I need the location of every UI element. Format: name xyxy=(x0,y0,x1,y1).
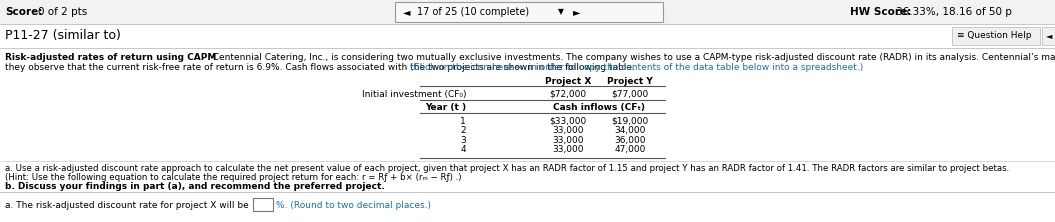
Text: 0 of 2 pts: 0 of 2 pts xyxy=(38,7,88,17)
Text: ▼: ▼ xyxy=(558,8,563,16)
FancyBboxPatch shape xyxy=(0,0,1055,24)
Text: 2: 2 xyxy=(460,126,466,135)
Text: Project X: Project X xyxy=(544,77,591,85)
Text: 4: 4 xyxy=(460,145,466,154)
Text: $33,000: $33,000 xyxy=(550,117,587,125)
Text: 3: 3 xyxy=(460,135,466,145)
FancyBboxPatch shape xyxy=(0,24,1055,48)
Text: $19,000: $19,000 xyxy=(612,117,649,125)
Text: 33,000: 33,000 xyxy=(552,126,583,135)
Text: Year (t ): Year (t ) xyxy=(425,103,466,111)
Text: Centennial Catering, Inc., is considering two mutually exclusive investments. Th: Centennial Catering, Inc., is considerin… xyxy=(207,52,1055,61)
Text: $72,000: $72,000 xyxy=(550,89,587,99)
Text: Initial investment (CF₀): Initial investment (CF₀) xyxy=(362,89,466,99)
Text: a. Use a risk-adjusted discount rate approach to calculate the net present value: a. Use a risk-adjusted discount rate app… xyxy=(5,163,1010,172)
Text: a. The risk-adjusted discount rate for project X will be: a. The risk-adjusted discount rate for p… xyxy=(5,200,249,210)
Text: P11-27 (similar to): P11-27 (similar to) xyxy=(5,30,121,42)
Text: ◄: ◄ xyxy=(403,7,410,17)
Text: Risk-adjusted rates of return using CAPM: Risk-adjusted rates of return using CAPM xyxy=(5,52,216,61)
Text: 1: 1 xyxy=(460,117,466,125)
Text: 33,000: 33,000 xyxy=(552,135,583,145)
Text: %. (Round to two decimal places.): %. (Round to two decimal places.) xyxy=(276,200,431,210)
Text: ◄: ◄ xyxy=(1046,32,1053,40)
Text: Cash inflows (CFₜ): Cash inflows (CFₜ) xyxy=(553,103,645,111)
Text: 36.33%, 18.16 of 50 p: 36.33%, 18.16 of 50 p xyxy=(896,7,1012,17)
Text: ≡ Question Help: ≡ Question Help xyxy=(957,32,1032,40)
Text: (Hint: Use the following equation to calculate the required project return for e: (Hint: Use the following equation to cal… xyxy=(5,172,461,182)
Text: Project Y: Project Y xyxy=(607,77,653,85)
FancyBboxPatch shape xyxy=(395,2,663,22)
Text: HW Score:: HW Score: xyxy=(850,7,912,17)
Text: Score:: Score: xyxy=(5,7,42,17)
Text: they observe that the current risk-free rate of return is 6.9%. Cash flows assoc: they observe that the current risk-free … xyxy=(5,63,640,71)
FancyBboxPatch shape xyxy=(253,198,273,211)
Text: 47,000: 47,000 xyxy=(614,145,646,154)
Text: 33,000: 33,000 xyxy=(552,145,583,154)
Text: $77,000: $77,000 xyxy=(612,89,649,99)
Text: ►: ► xyxy=(573,7,580,17)
Text: 34,000: 34,000 xyxy=(614,126,646,135)
Text: 17 of 25 (10 complete): 17 of 25 (10 complete) xyxy=(417,7,530,17)
Text: 36,000: 36,000 xyxy=(614,135,646,145)
FancyBboxPatch shape xyxy=(1042,27,1055,45)
Text: (Click on the icon here ⇒  in order to copy the contents of the data table below: (Click on the icon here ⇒ in order to co… xyxy=(410,63,863,71)
FancyBboxPatch shape xyxy=(952,27,1040,45)
Text: b. Discuss your findings in part (a), and recommend the preferred project.: b. Discuss your findings in part (a), an… xyxy=(5,182,385,190)
